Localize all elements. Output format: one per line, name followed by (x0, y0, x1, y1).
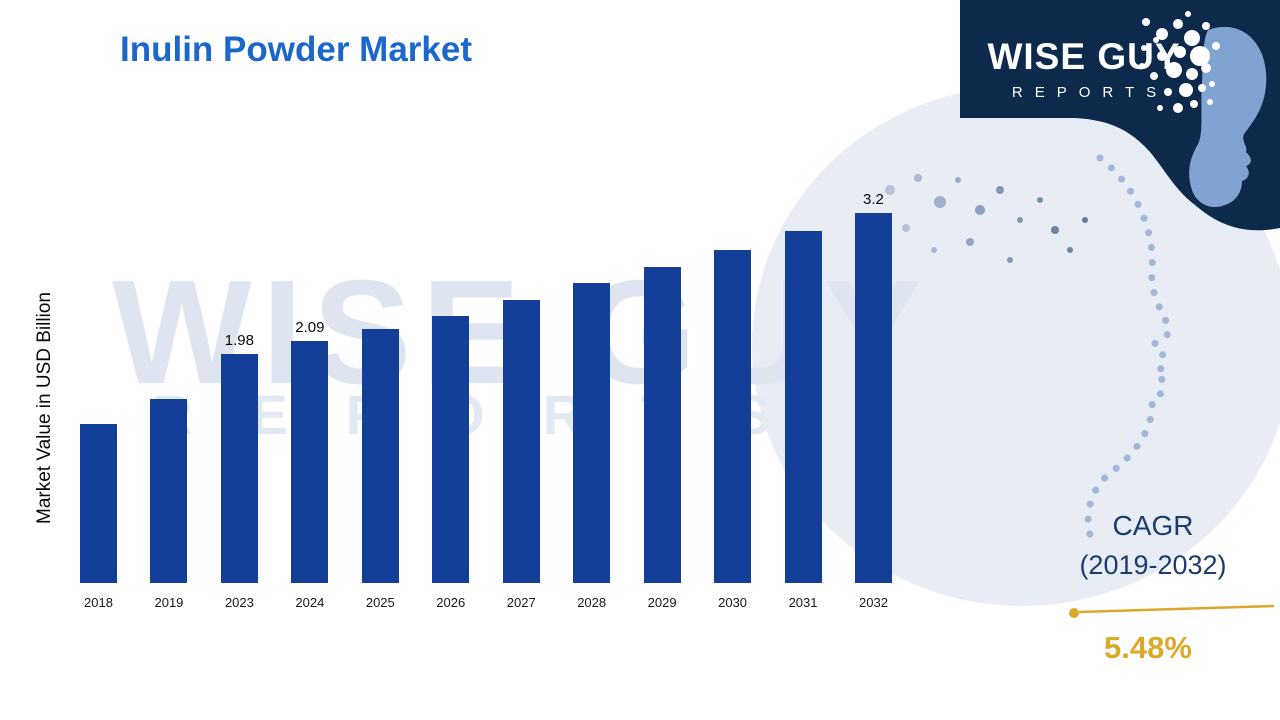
x-tick-label: 2029 (647, 595, 677, 610)
bar (643, 267, 681, 583)
cagr-value: 5.48% (1104, 630, 1192, 665)
bar (502, 299, 540, 583)
x-tick-label: 2018 (84, 595, 113, 610)
cagr-underline-decoration (1069, 604, 1275, 618)
bar-column: 2030 (714, 190, 752, 610)
x-tick-label: 2019 (154, 595, 184, 610)
x-tick-label: 2026 (436, 595, 466, 610)
bar (80, 423, 117, 583)
x-tick-label: 2032 (859, 595, 888, 610)
page-title: Inulin Powder Market (120, 30, 472, 69)
bar-column: 2025 (361, 190, 399, 610)
bar (784, 230, 822, 583)
bar (361, 328, 399, 583)
bar-column: 2.09 2024 (291, 190, 329, 610)
bar (714, 250, 752, 583)
bar-value-label: 3.2 (863, 191, 884, 209)
bar-column: 3.2 2032 (854, 190, 892, 610)
bar (854, 213, 892, 583)
x-tick-label: 2031 (788, 595, 818, 610)
bar-column: 2028 (573, 190, 611, 610)
x-tick-label: 2023 (224, 595, 254, 610)
brand-logo: WISE GUY REPORTS (978, 36, 1190, 101)
bar (220, 354, 258, 583)
brand-logo-line2: REPORTS (1011, 84, 1169, 101)
bar (291, 341, 329, 583)
brand-logo-line1: WISE GUY (987, 36, 1181, 77)
bar-chart-plot-area: 2018 2019 1.98 2023 2.09 2024 2025 2026 2027 2028… (80, 190, 892, 610)
bar (150, 399, 188, 583)
cagr-range: (2019-2032) (1079, 550, 1227, 580)
y-axis-label: Market Value in USD Billion (34, 292, 55, 524)
bar-column: 2027 (502, 190, 540, 610)
bar (573, 282, 611, 583)
x-tick-label: 2025 (365, 595, 395, 610)
bar-column: 2029 (643, 190, 681, 610)
cagr-label: CAGR (1112, 510, 1194, 541)
bar-value-label: 1.98 (224, 332, 254, 350)
bar-column: 2018 (80, 190, 117, 610)
bar-column: 1.98 2023 (220, 190, 258, 610)
bar-column: 2026 (432, 190, 470, 610)
x-tick-label: 2028 (577, 595, 607, 610)
x-tick-label: 2024 (295, 595, 325, 610)
x-tick-label: 2027 (506, 595, 536, 610)
x-tick-label: 2030 (718, 595, 748, 610)
bar-column: 2019 (150, 190, 188, 610)
cagr-block: CAGR (2019-2032) (1038, 510, 1268, 581)
bar-value-label: 2.09 (295, 319, 325, 337)
bar-column: 2031 (784, 190, 822, 610)
bar (432, 316, 470, 583)
